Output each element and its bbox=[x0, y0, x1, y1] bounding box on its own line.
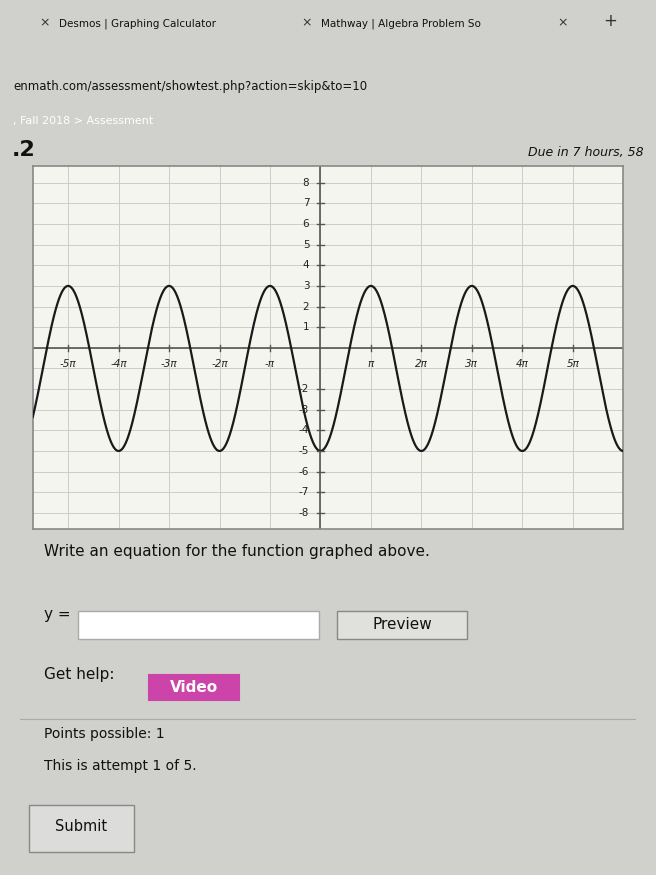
Text: 4π: 4π bbox=[516, 359, 529, 369]
Text: Due in 7 hours, 58: Due in 7 hours, 58 bbox=[528, 146, 644, 159]
Text: -7: -7 bbox=[299, 487, 310, 497]
Text: -π: -π bbox=[265, 359, 275, 369]
Text: ×: × bbox=[39, 17, 50, 29]
Text: Get help:: Get help: bbox=[45, 667, 115, 682]
Text: y =: y = bbox=[45, 607, 71, 622]
Text: Mathway | Algebra Problem So: Mathway | Algebra Problem So bbox=[321, 18, 482, 29]
FancyBboxPatch shape bbox=[78, 611, 319, 639]
Text: +: + bbox=[604, 12, 617, 31]
Text: -2π: -2π bbox=[211, 359, 228, 369]
Text: π: π bbox=[368, 359, 374, 369]
Text: Desmos | Graphing Calculator: Desmos | Graphing Calculator bbox=[59, 18, 216, 29]
Text: 3π: 3π bbox=[465, 359, 478, 369]
Text: Video: Video bbox=[170, 680, 218, 695]
Text: -6: -6 bbox=[299, 466, 310, 477]
Text: 6: 6 bbox=[302, 219, 310, 229]
Text: 4: 4 bbox=[302, 260, 310, 270]
Text: 7: 7 bbox=[302, 199, 310, 208]
FancyBboxPatch shape bbox=[337, 611, 467, 639]
Text: 8: 8 bbox=[302, 178, 310, 188]
Text: 5π: 5π bbox=[566, 359, 579, 369]
Text: , Fall 2018 > Assessment: , Fall 2018 > Assessment bbox=[13, 116, 154, 126]
Text: -5π: -5π bbox=[60, 359, 77, 369]
Text: ×: × bbox=[302, 17, 312, 29]
Text: ×: × bbox=[558, 17, 568, 29]
Text: -8: -8 bbox=[299, 507, 310, 518]
Text: This is attempt 1 of 5.: This is attempt 1 of 5. bbox=[45, 759, 197, 773]
Text: Write an equation for the function graphed above.: Write an equation for the function graph… bbox=[45, 544, 430, 559]
Text: -3π: -3π bbox=[161, 359, 177, 369]
Text: Submit: Submit bbox=[55, 819, 108, 835]
FancyBboxPatch shape bbox=[149, 675, 239, 700]
Text: Preview: Preview bbox=[372, 618, 432, 633]
Text: 5: 5 bbox=[302, 240, 310, 249]
Text: -3: -3 bbox=[299, 405, 310, 415]
Text: 2: 2 bbox=[302, 302, 310, 312]
Text: enmath.com/assessment/showtest.php?action=skip&to=10: enmath.com/assessment/showtest.php?actio… bbox=[13, 80, 367, 93]
FancyBboxPatch shape bbox=[29, 805, 134, 851]
Text: 3: 3 bbox=[302, 281, 310, 290]
Text: 2π: 2π bbox=[415, 359, 428, 369]
Text: -4: -4 bbox=[299, 425, 310, 436]
Text: .2: .2 bbox=[12, 140, 35, 160]
Text: -2: -2 bbox=[299, 384, 310, 394]
Text: 1: 1 bbox=[302, 322, 310, 332]
Text: -4π: -4π bbox=[110, 359, 127, 369]
Text: -5: -5 bbox=[299, 446, 310, 456]
Text: Points possible: 1: Points possible: 1 bbox=[45, 726, 165, 740]
